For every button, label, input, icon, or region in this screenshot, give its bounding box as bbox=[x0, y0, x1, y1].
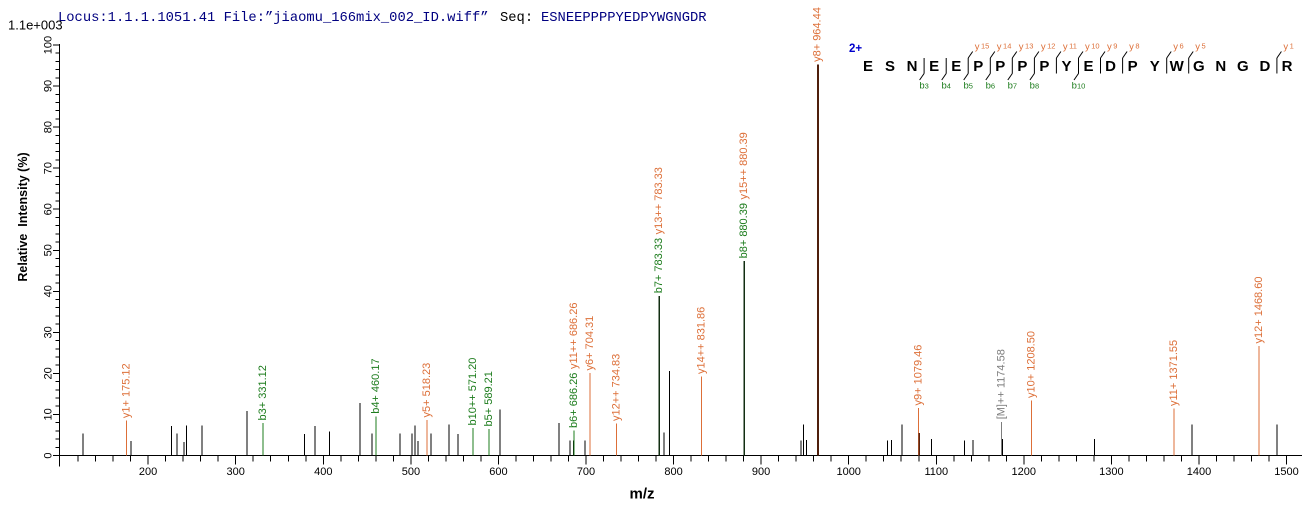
svg-text:Y: Y bbox=[1061, 58, 1071, 75]
svg-text:y12: y 12 bbox=[1041, 42, 1056, 53]
svg-text:Locus:1.1.1.1051.41 File:”jiao: Locus:1.1.1.1051.41 File:”jiaomu_166mix_… bbox=[58, 10, 489, 26]
svg-text:E: E bbox=[1083, 58, 1093, 75]
svg-text:ESNEEPPPPYEDPYWGNGDR: ESNEEPPPPYEDPYWGNGDR bbox=[541, 11, 707, 26]
svg-text:S: S bbox=[885, 58, 895, 75]
svg-text:y11++ 686.26: y11++ 686.26 bbox=[568, 303, 580, 369]
svg-text:600: 600 bbox=[489, 466, 507, 478]
svg-text:y12+ 1468.60: y12+ 1468.60 bbox=[1253, 277, 1265, 344]
svg-text:b10: b10 bbox=[1072, 81, 1086, 92]
svg-text:30: 30 bbox=[43, 326, 55, 338]
svg-text:[M]++ 1174.58: [M]++ 1174.58 bbox=[996, 349, 1008, 419]
svg-text:D: D bbox=[1105, 58, 1116, 75]
svg-text:200: 200 bbox=[139, 466, 157, 478]
svg-text:b3+ 331.12: b3+ 331.12 bbox=[257, 365, 269, 420]
svg-text:2+: 2+ bbox=[849, 43, 862, 55]
svg-text:800: 800 bbox=[664, 466, 682, 478]
svg-text:y15: y 15 bbox=[975, 42, 990, 53]
svg-text:P: P bbox=[1128, 58, 1138, 75]
svg-text:40: 40 bbox=[43, 285, 55, 297]
svg-text:90: 90 bbox=[43, 80, 55, 92]
svg-text:400: 400 bbox=[314, 466, 332, 478]
svg-text:y1+ 175.12: y1+ 175.12 bbox=[120, 363, 132, 418]
svg-text:1300: 1300 bbox=[1099, 466, 1123, 478]
svg-text:W: W bbox=[1170, 58, 1185, 75]
svg-text:y11: y 11 bbox=[1063, 42, 1077, 53]
svg-text:Relative Intensity (%): Relative Intensity (%) bbox=[16, 152, 30, 281]
svg-text:b7: b7 bbox=[1008, 81, 1017, 92]
svg-text:60: 60 bbox=[43, 203, 55, 215]
svg-text:0: 0 bbox=[43, 452, 55, 458]
svg-text:80: 80 bbox=[43, 121, 55, 133]
svg-text:P: P bbox=[1017, 58, 1027, 75]
svg-text:1500: 1500 bbox=[1274, 466, 1298, 478]
svg-text:D: D bbox=[1259, 58, 1270, 75]
svg-text:b5+ 589.21: b5+ 589.21 bbox=[483, 371, 495, 426]
svg-text:y13++ 783.33: y13++ 783.33 bbox=[653, 167, 665, 234]
svg-text:1.1e+003: 1.1e+003 bbox=[8, 18, 63, 33]
svg-text:Seq:: Seq: bbox=[500, 11, 533, 26]
svg-text:y12++ 734.83: y12++ 734.83 bbox=[611, 354, 623, 421]
svg-text:b6+ 686.26: b6+ 686.26 bbox=[568, 373, 580, 428]
svg-text:1400: 1400 bbox=[1187, 466, 1211, 478]
svg-text:y11+ 1371.55: y11+ 1371.55 bbox=[1168, 340, 1180, 406]
svg-text:b3: b3 bbox=[919, 81, 928, 92]
svg-text:E: E bbox=[929, 58, 939, 75]
svg-text:20: 20 bbox=[43, 367, 55, 379]
svg-text:P: P bbox=[1039, 58, 1049, 75]
svg-text:y14++ 831.86: y14++ 831.86 bbox=[696, 307, 708, 374]
svg-text:R: R bbox=[1282, 58, 1293, 75]
svg-text:1100: 1100 bbox=[924, 466, 948, 478]
svg-text:10: 10 bbox=[43, 408, 55, 420]
svg-text:G: G bbox=[1237, 58, 1249, 75]
svg-text:b4: b4 bbox=[941, 81, 950, 92]
svg-text:b6: b6 bbox=[986, 81, 995, 92]
svg-text:Y: Y bbox=[1150, 58, 1160, 75]
svg-text:50: 50 bbox=[43, 244, 55, 256]
svg-text:b8: b8 bbox=[1030, 81, 1039, 92]
svg-text:b7+ 783.33: b7+ 783.33 bbox=[653, 238, 665, 293]
svg-text:N: N bbox=[1215, 58, 1226, 75]
svg-text:m/z: m/z bbox=[629, 486, 654, 503]
svg-text:b5: b5 bbox=[963, 81, 972, 92]
svg-text:E: E bbox=[863, 58, 873, 75]
svg-text:G: G bbox=[1193, 58, 1205, 75]
svg-text:1200: 1200 bbox=[1012, 466, 1036, 478]
svg-text:y9+ 1079.46: y9+ 1079.46 bbox=[912, 345, 924, 406]
svg-text:y10+ 1208.50: y10+ 1208.50 bbox=[1025, 331, 1037, 398]
svg-text:y5+ 518.23: y5+ 518.23 bbox=[421, 363, 433, 418]
svg-text:b10++ 571.20: b10++ 571.20 bbox=[467, 358, 479, 426]
svg-text:y6+ 704.31: y6+ 704.31 bbox=[584, 316, 596, 371]
svg-text:900: 900 bbox=[752, 466, 770, 478]
svg-text:y10: y 10 bbox=[1085, 42, 1100, 53]
svg-text:y13: y 13 bbox=[1019, 42, 1034, 53]
svg-text:700: 700 bbox=[577, 466, 595, 478]
svg-text:500: 500 bbox=[402, 466, 420, 478]
svg-text:b8+ 880.39: b8+ 880.39 bbox=[738, 203, 750, 258]
svg-text:y14: y 14 bbox=[997, 42, 1012, 53]
svg-text:300: 300 bbox=[227, 466, 245, 478]
svg-text:y8+ 964.44: y8+ 964.44 bbox=[812, 7, 824, 62]
svg-text:y15++ 880.39: y15++ 880.39 bbox=[738, 132, 750, 199]
svg-text:b4+ 460.17: b4+ 460.17 bbox=[370, 358, 382, 413]
svg-text:P: P bbox=[973, 58, 983, 75]
svg-text:70: 70 bbox=[43, 162, 55, 174]
svg-text:N: N bbox=[907, 58, 918, 75]
svg-text:E: E bbox=[951, 58, 961, 75]
svg-text:1000: 1000 bbox=[836, 466, 860, 478]
svg-text:P: P bbox=[995, 58, 1005, 75]
svg-text:100: 100 bbox=[43, 36, 55, 54]
